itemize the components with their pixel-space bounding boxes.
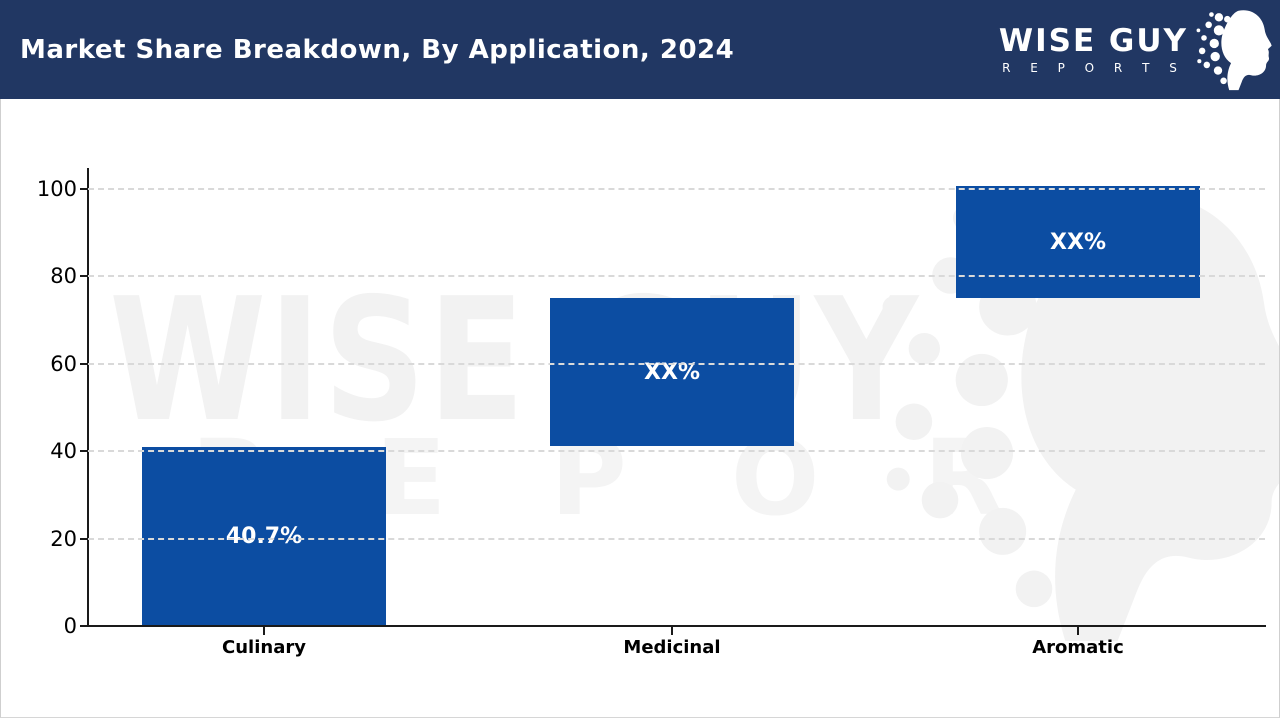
y-tick-60: [80, 363, 87, 365]
y-tick-40: [80, 450, 87, 452]
bar-value-label: 40.7%: [225, 523, 303, 549]
y-tick-label-0: 0: [63, 614, 77, 638]
header-bar: Market Share Breakdown, By Application, …: [0, 0, 1280, 99]
gridline-20: [88, 538, 1265, 540]
y-tick-label-100: 100: [36, 177, 77, 201]
x-tick-aromatic: [1077, 627, 1079, 635]
y-tick-80: [80, 275, 87, 277]
x-category-label-culinary: Culinary: [222, 637, 306, 658]
logo-subtitle: R E P O R T S: [1002, 60, 1185, 75]
x-category-label-medicinal: Medicinal: [623, 637, 721, 658]
logo-wordmark: WISE GUY: [998, 23, 1188, 60]
y-tick-label-40: 40: [50, 439, 77, 463]
gridline-80: [88, 275, 1265, 277]
x-axis-line: [87, 625, 1266, 627]
y-tick-label-20: 20: [50, 527, 77, 551]
x-tick-medicinal: [671, 627, 673, 635]
wise-guy-reports-logo: WISE GUY R E P O R T S: [999, 7, 1274, 93]
y-axis-line: [87, 168, 89, 627]
dotted-head-icon: [1196, 10, 1272, 91]
gridline-40: [88, 450, 1265, 452]
page-title: Market Share Breakdown, By Application, …: [20, 34, 735, 65]
bar-value-label: XX%: [1050, 229, 1106, 255]
y-tick-20: [80, 538, 87, 540]
bar-medicinal: XX%: [550, 298, 794, 446]
x-category-label-aromatic: Aromatic: [1032, 637, 1124, 658]
y-tick-label-80: 80: [50, 264, 77, 288]
y-tick-0: [80, 625, 87, 627]
bar-culinary: 40.7%: [142, 447, 386, 625]
bar-aromatic: XX%: [956, 186, 1200, 298]
chart-area: WISE GUY R E P O R T S 0 20 40 60 80 100 40.7%…: [0, 99, 1280, 718]
y-tick-100: [80, 188, 87, 190]
gridline-100: [88, 188, 1265, 190]
x-tick-culinary: [263, 627, 265, 635]
gridline-60: [88, 363, 1265, 365]
y-tick-label-60: 60: [50, 352, 77, 376]
logo-text: WISE GUY R E P O R T S: [999, 25, 1188, 75]
